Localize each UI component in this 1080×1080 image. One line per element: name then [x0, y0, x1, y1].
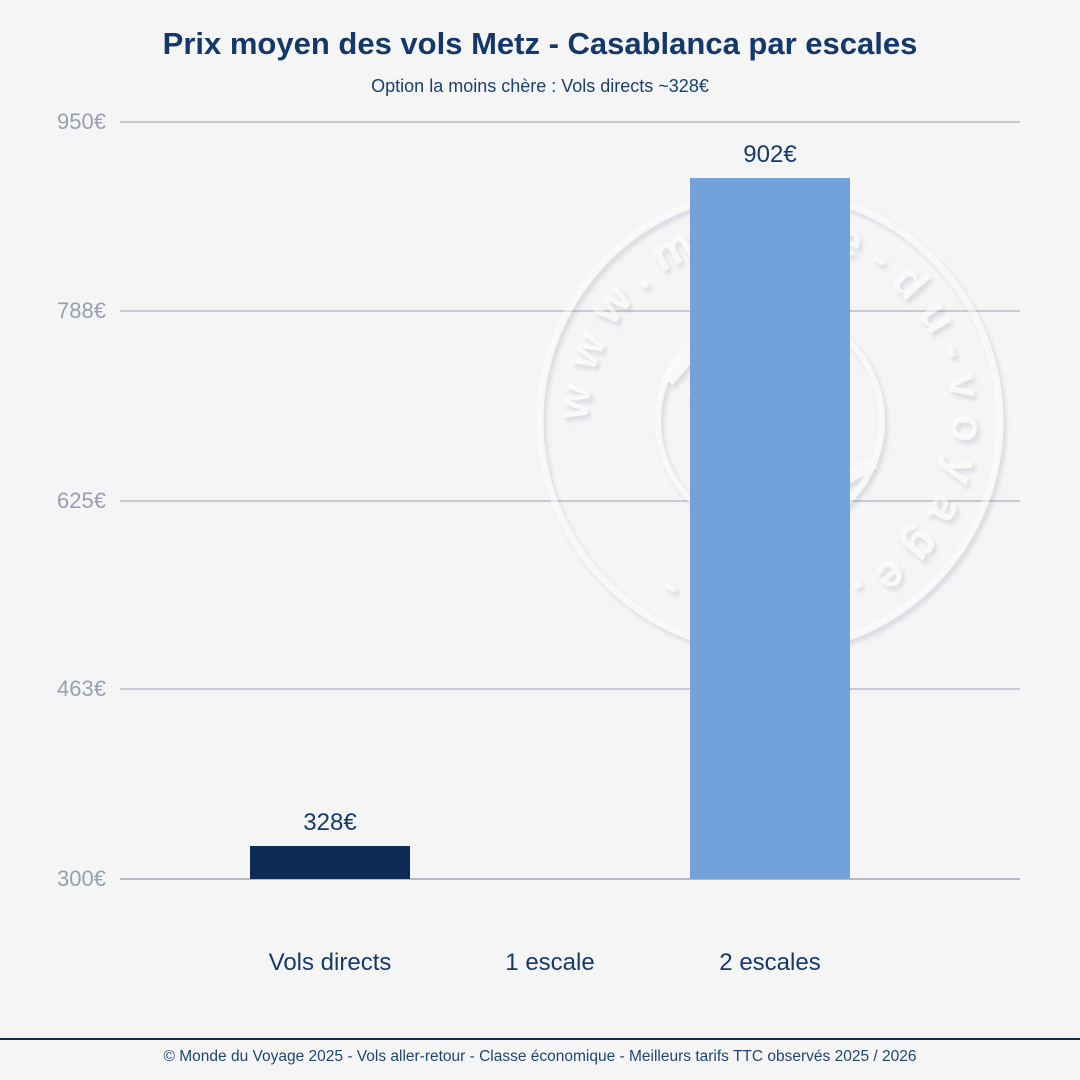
y-axis-tick-label: 788€ [57, 297, 106, 323]
gridline-463€ [120, 688, 1020, 691]
gridline-625€ [120, 499, 1020, 502]
chart-subtitle: Option la moins chère : Vols directs ~32… [371, 76, 709, 96]
y-axis-tick-label: 625€ [57, 487, 106, 513]
x-axis-category-label: 2 escales [719, 949, 821, 976]
gridline-300€ [120, 878, 1020, 880]
x-axis-category-label: Vols directs [268, 949, 392, 976]
bar-vols-directs [250, 846, 410, 879]
footer-credit: © Monde du Voyage 2025 - Vols aller-reto… [163, 1048, 917, 1065]
bar-2-escales [690, 177, 850, 879]
gridline-788€ [120, 309, 1020, 312]
page-title: Prix moyen des vols Metz - Casablanca pa… [162, 26, 918, 61]
y-axis-tick-label: 463€ [57, 676, 106, 702]
y-axis-tick-label: 300€ [57, 866, 106, 891]
gridline-950€ [120, 121, 1020, 123]
footer-divider [0, 1038, 1080, 1040]
bar-chart-plot [120, 121, 1020, 880]
x-axis-category-label: 1 escale [505, 949, 595, 976]
bar-value-label: 902€ [743, 140, 797, 168]
bar-value-label: 328€ [303, 809, 357, 837]
y-axis-tick-label: 950€ [57, 109, 106, 134]
